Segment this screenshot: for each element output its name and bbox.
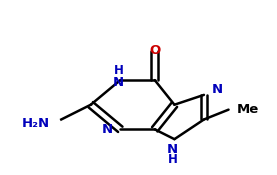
Text: N: N (212, 83, 223, 96)
Text: N: N (167, 142, 178, 156)
Text: H₂N: H₂N (21, 117, 49, 130)
Text: H: H (113, 64, 123, 77)
Text: N: N (113, 76, 124, 89)
Text: N: N (101, 123, 112, 136)
Text: H: H (168, 153, 177, 166)
Text: Me: Me (237, 103, 259, 116)
Text: O: O (149, 44, 160, 57)
